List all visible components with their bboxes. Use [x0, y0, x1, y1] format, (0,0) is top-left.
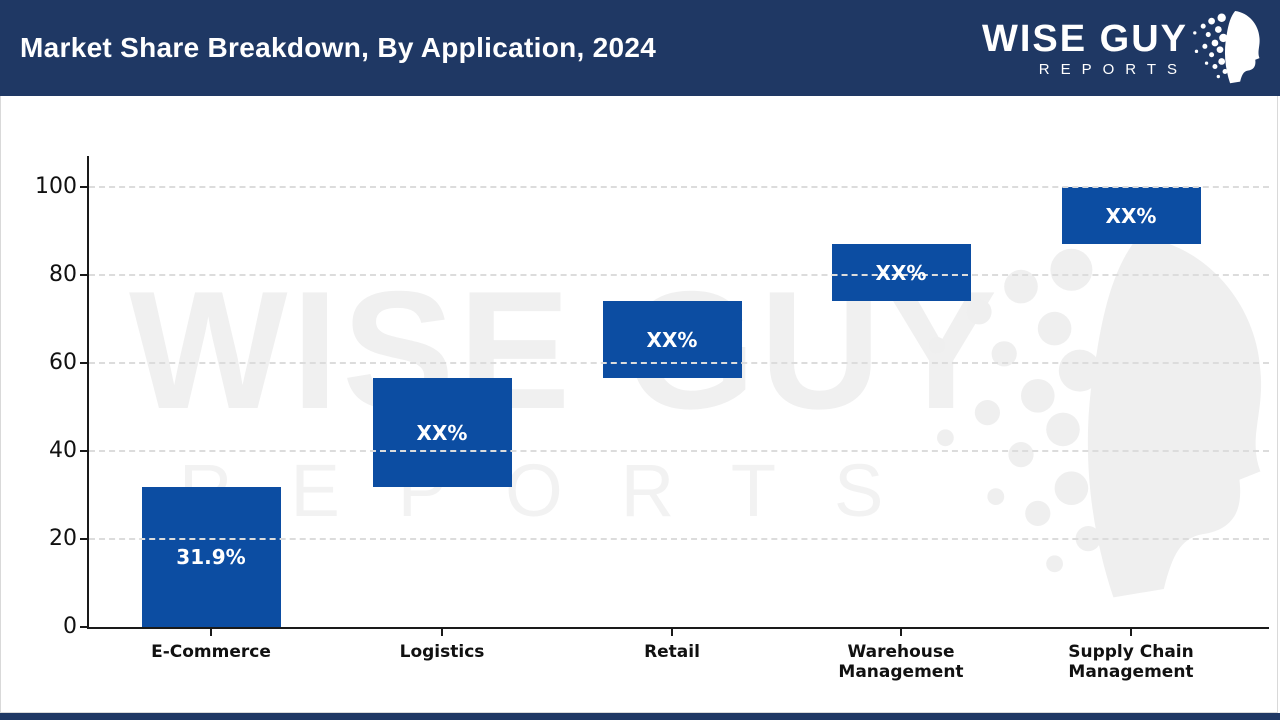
wiseguy-face-icon — [1193, 11, 1260, 84]
y-gridline — [89, 538, 1269, 540]
y-tick-mark — [80, 274, 89, 276]
wiseguy-logo-text: WISE GUY REPORTS — [982, 20, 1188, 77]
x-tick-label: E-Commerce — [151, 642, 271, 662]
footer-bar — [0, 713, 1280, 720]
logo-wordmark: WISE GUY — [981, 17, 1188, 60]
bar-value-label: XX% — [875, 260, 927, 285]
bar-value-label: XX% — [416, 420, 468, 445]
bar-warehouse-management — [831, 244, 971, 302]
y-gridline — [89, 362, 1269, 364]
bar-supply-chain-management — [1061, 187, 1201, 245]
y-tick-mark — [80, 362, 89, 364]
header-bar: Market Share Breakdown, By Application, … — [0, 0, 1280, 96]
bar-value-label: XX% — [646, 327, 698, 352]
y-tick-mark — [80, 626, 89, 628]
y-tick-label: 60 — [49, 350, 77, 375]
x-tick-label: Warehouse Management — [838, 642, 964, 682]
x-tick-label: Retail — [644, 642, 700, 662]
y-tick-mark — [80, 186, 89, 188]
y-tick-mark — [80, 450, 89, 452]
x-tick-label: Logistics — [399, 642, 485, 662]
y-tick-mark — [80, 538, 89, 540]
watermark-subtitle: REPORTS — [179, 449, 942, 532]
y-gridline — [89, 450, 1269, 452]
y-tick-label: 40 — [49, 438, 77, 463]
logo-subtitle: REPORTS — [1038, 60, 1188, 78]
y-gridline — [89, 274, 1269, 276]
wiseguy-logo: WISE GUY REPORTS — [982, 6, 1262, 90]
chart-title: Market Share Breakdown, By Application, … — [20, 32, 657, 63]
x-tick-label: Supply Chain Management — [1068, 642, 1194, 682]
y-axis-line — [87, 156, 89, 629]
x-axis-line — [87, 627, 1269, 629]
bar-value-label: XX% — [1105, 203, 1157, 228]
y-tick-label: 20 — [49, 526, 77, 551]
bar-logistics — [372, 378, 512, 487]
x-tick-mark — [210, 629, 212, 636]
chart-panel: WISE GUY REPORTS 0 20 40 60 80 100 31.9% E-Comm… — [0, 96, 1278, 713]
x-tick-mark — [441, 629, 443, 636]
x-tick-mark — [671, 629, 673, 636]
bar-e-commerce — [141, 486, 281, 627]
bar-retail — [602, 301, 742, 379]
x-tick-mark — [1130, 629, 1132, 636]
y-gridline — [89, 186, 1269, 188]
watermark-face-icon — [928, 236, 1262, 598]
y-tick-label: 0 — [63, 614, 77, 639]
x-tick-mark — [900, 629, 902, 636]
bar-value-label: 31.9% — [176, 544, 246, 569]
y-tick-label: 100 — [35, 174, 77, 199]
y-tick-label: 80 — [49, 262, 77, 287]
